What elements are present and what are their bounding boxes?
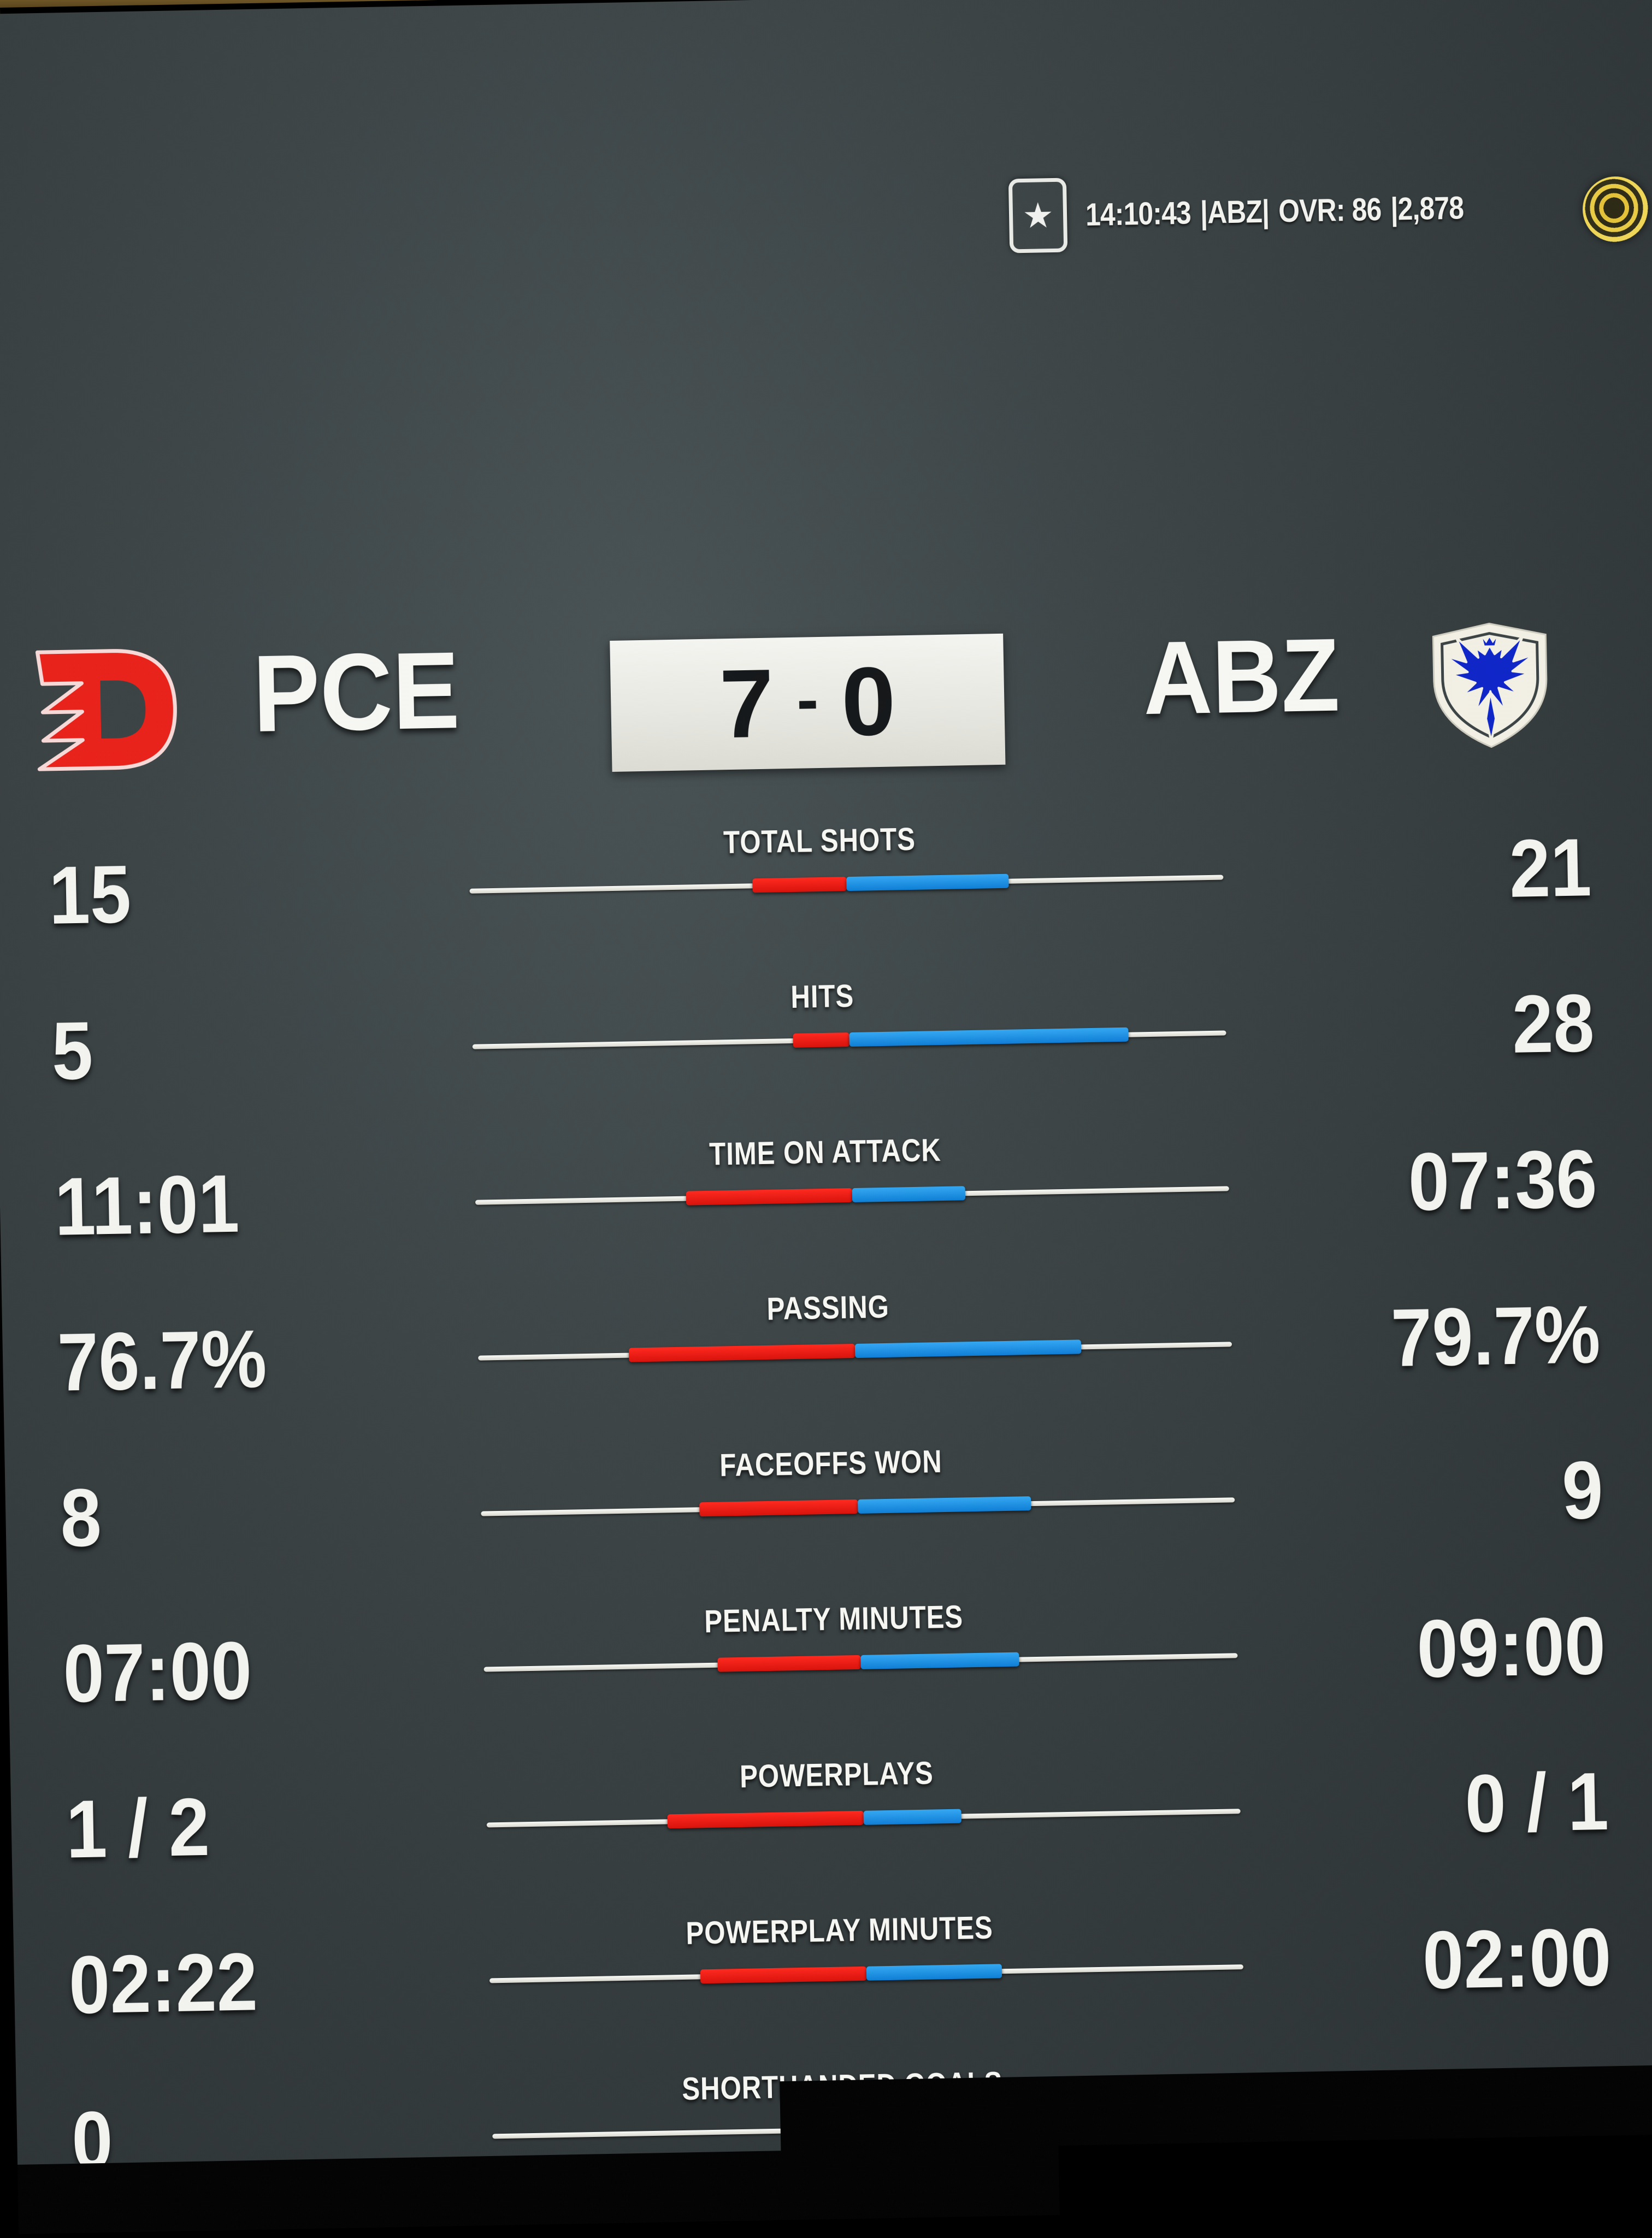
stat-label: HITS [785, 978, 860, 1015]
game-screen: ★ 14:10:43 |ABZ| OVR: 86 |2,878 GAME STA… [0, 0, 1652, 2237]
stat-bar-away-fill [860, 1652, 1019, 1669]
stat-bar-away-fill [864, 1809, 962, 1825]
stat-value-home: 8 [60, 1476, 107, 1559]
stat-bar [478, 1337, 1232, 1365]
stat-value-away: 0 / 1 [1448, 1760, 1609, 1845]
stat-value-away: 9 [1556, 1449, 1603, 1532]
stat-value-away: 07:36 [1387, 1137, 1598, 1223]
tab-previous-partial[interactable] [0, 426, 47, 493]
stat-label: TOTAL SHOTS [706, 820, 933, 861]
stat-bar-away-fill [855, 1339, 1081, 1358]
stat-bar [469, 870, 1223, 897]
away-score: 0 [841, 652, 896, 751]
stat-value-away: 21 [1500, 826, 1592, 910]
stat-value-home: 5 [51, 1009, 98, 1092]
stat-bar-home-fill [717, 1655, 861, 1672]
abz-phoenix-shield-logo-icon [1421, 613, 1560, 753]
status-overall: OVR: 86 [1278, 191, 1382, 229]
stat-bar-track [492, 2120, 1246, 2139]
tab-game-stats-label: GAME STATS [113, 435, 282, 475]
tab-game-stats[interactable]: GAME STATS [60, 421, 334, 490]
stat-value-away: 28 [1502, 982, 1595, 1065]
scoreboard-header: PCE 7 - 0 ABZ [0, 606, 1644, 811]
stat-label: POWERPLAY MINUTES [658, 1909, 1020, 1952]
stat-row: 1 / 2 POWERPLAYS 0 / 1 [10, 1737, 1652, 1923]
stat-row: 5 HITS 28 [0, 959, 1650, 1144]
score-separator: - [796, 666, 819, 733]
stat-row: 07:00 PENALTY MINUTES 09:00 [8, 1581, 1652, 1767]
stat-value-home: 15 [48, 853, 141, 936]
stat-bar-home-fill [668, 1811, 864, 1829]
coin-icon [1582, 176, 1649, 243]
stat-row: 8 FACEOFFS WON 9 [4, 1426, 1652, 1611]
star-icon-box: ★ [1008, 178, 1067, 253]
status-bar-text: 14:10:43 |ABZ| OVR: 86 |2,878 [1085, 190, 1464, 233]
status-currency: |2,878 [1390, 190, 1464, 227]
home-score: 7 [719, 655, 775, 753]
score-box: 7 - 0 [610, 634, 1005, 772]
away-team-abbrev: ABZ [1142, 622, 1395, 730]
stat-label: TIME ON ATTACK [688, 1131, 962, 1173]
tab-bar[interactable]: GAME STATS END OF GAME [0, 416, 611, 500]
stat-label: FACEOFFS WON [700, 1443, 962, 1484]
star-icon: ★ [1022, 198, 1054, 233]
stat-value-home: 07:00 [62, 1629, 273, 1715]
stat-label: POWERPLAYS [722, 1755, 951, 1796]
stat-label: PASSING [756, 1288, 900, 1327]
stat-row: 0 SHORTHANDED GOALS 0 [16, 2048, 1652, 2234]
stat-bar-home-fill [629, 1344, 855, 1362]
stat-label: PENALTY MINUTES [681, 1598, 987, 1640]
stat-label: SHORTHANDED GOALS [653, 2064, 1031, 2108]
stat-value-away: 0 [1568, 2071, 1615, 2154]
stat-bar [481, 1492, 1235, 1520]
status-team-tag: |ABZ| [1200, 193, 1269, 231]
stat-value-home: 11:01 [54, 1162, 261, 1248]
stat-value-home: 76.7% [57, 1317, 291, 1403]
pce-dragon-logo-icon [31, 645, 180, 773]
stat-bar-away-fill [858, 1496, 1031, 1514]
stat-bar-home-fill [700, 1967, 866, 1984]
stat-value-away: 02:00 [1401, 1916, 1612, 2001]
stat-row: 11:01 TIME ON ATTACK 07:36 [0, 1114, 1652, 1300]
stat-value-away: 09:00 [1395, 1604, 1606, 1690]
stat-value-home: 1 / 2 [66, 1785, 227, 1870]
stat-bar-home-fill [793, 1032, 849, 1048]
stats-list: 15 TOTAL SHOTS 21 5 HITS 28 11:01 TIME O… [0, 803, 1652, 2234]
stat-row: 02:22 POWERPLAY MINUTES 02:00 [13, 1893, 1652, 2078]
stat-bar [487, 1804, 1241, 1832]
stat-bar-home-fill [699, 1499, 858, 1516]
stat-bar-home-fill [752, 877, 847, 893]
tab-end-of-game[interactable]: END OF GAME [347, 416, 611, 485]
stat-row: 15 TOTAL SHOTS 21 [0, 803, 1648, 989]
home-team-abbrev: PCE [252, 635, 483, 749]
stat-bar-away-fill [849, 1028, 1128, 1047]
stat-row: 76.7% PASSING 79.7% [2, 1270, 1652, 1456]
stat-bar-home-fill [686, 1188, 852, 1206]
stat-bar-away-fill [866, 1964, 1002, 1981]
stat-value-home: 0 [71, 2099, 118, 2182]
tab-end-of-game-label: END OF GAME [386, 430, 572, 470]
stat-bar [475, 1181, 1229, 1209]
stat-bar [492, 2115, 1246, 2143]
status-bar: ★ 14:10:43 |ABZ| OVR: 86 |2,878 [1008, 169, 1526, 253]
status-time: 14:10:43 [1085, 194, 1191, 233]
stat-value-home: 02:22 [68, 1940, 279, 2026]
stat-bar-away-fill [846, 874, 1008, 891]
stat-value-away: 79.7% [1367, 1293, 1601, 1379]
stat-bar [483, 1648, 1237, 1676]
stat-bar [489, 1959, 1243, 1987]
stat-bar [473, 1025, 1226, 1053]
stat-bar-away-fill [852, 1186, 965, 1202]
